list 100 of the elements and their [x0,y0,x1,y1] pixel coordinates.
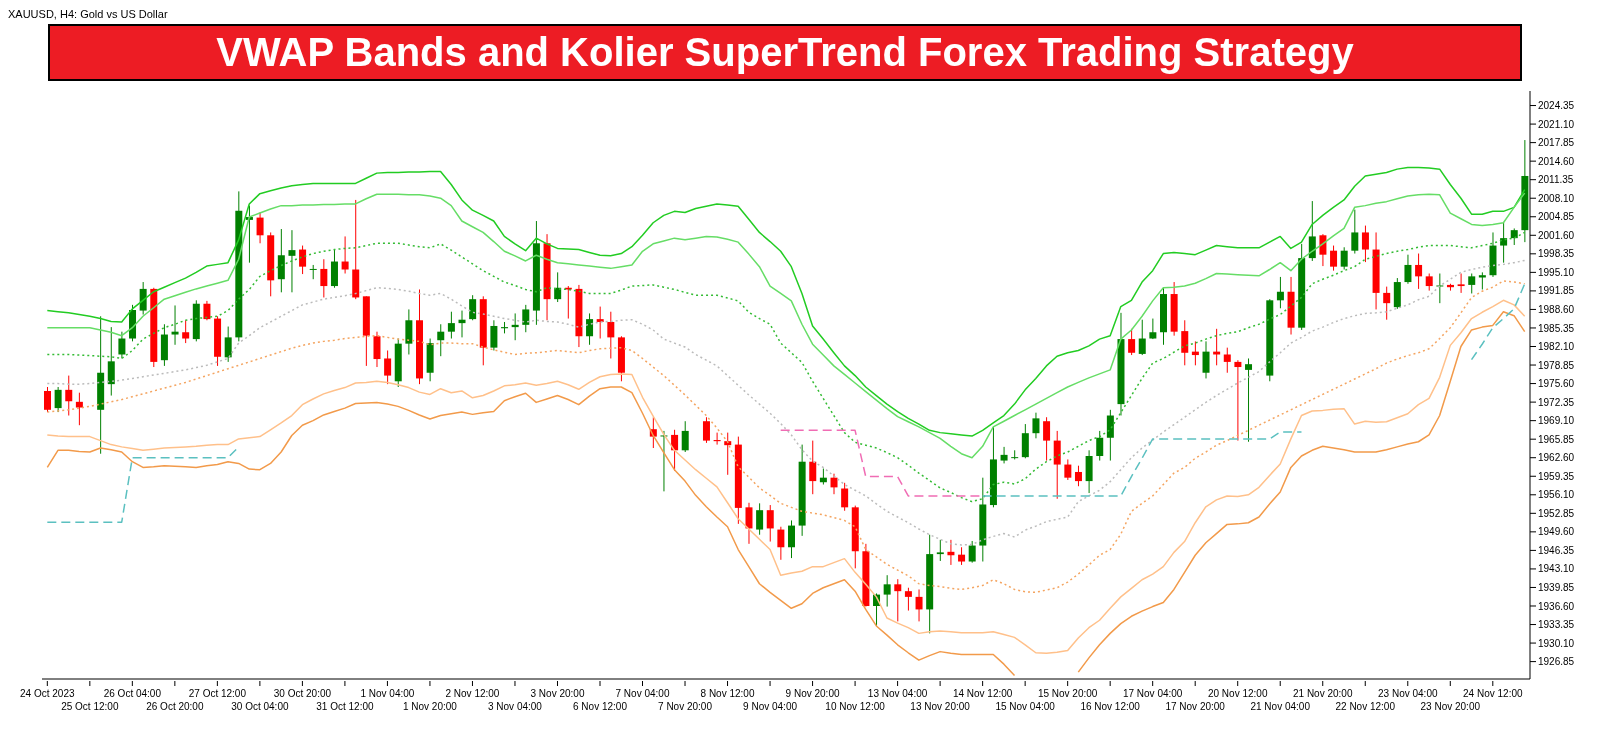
x-tick-label: 23 Nov 04:00 [1378,688,1438,699]
candlestick [1032,412,1040,439]
candlestick [1181,319,1189,366]
y-tick-label: 1978.85 [1538,359,1575,371]
candlestick [341,235,349,274]
y-tick-label: 1972.35 [1538,396,1575,408]
candlestick [1053,430,1061,500]
x-tick-label: 17 Nov 20:00 [1165,701,1226,712]
x-tick-label: 21 Nov 20:00 [1292,688,1353,699]
candlestick [1223,347,1231,374]
candlestick [904,587,912,612]
candlestick [1074,465,1082,487]
candlestick [447,311,455,340]
y-tick-label: 1975.60 [1538,378,1575,390]
candlestick [1330,245,1338,272]
chart-subtitle: XAUUSD, H4: Gold vs US Dollar [8,8,169,22]
x-tick-label: 9 Nov 20:00 [785,688,840,699]
x-tick-label: 13 Nov 20:00 [910,701,971,712]
x-tick-label: 3 Nov 20:00 [530,688,585,699]
x-tick-label: 24 Nov 12:00 [1463,688,1523,699]
candlestick [1468,273,1476,294]
y-tick-label: 2014.60 [1538,155,1575,167]
candlestick [1245,357,1253,443]
x-tick-label: 6 Nov 12:00 [573,701,628,712]
x-tick-label: 26 Oct 20:00 [146,701,204,712]
candlestick [320,258,328,298]
candlestick [522,304,530,333]
y-tick-label: 1949.60 [1538,526,1575,538]
candlestick [309,264,317,280]
candlestick [586,312,594,346]
candlestick [384,350,392,385]
candlestick [256,211,264,244]
candlestick [1415,253,1423,290]
y-tick-label: 1959.35 [1538,470,1575,482]
x-tick-label: 24 Oct 2023 [20,688,75,699]
candlestick [1106,409,1114,462]
y-tick-label: 2011.35 [1538,174,1574,186]
x-tick-label: 30 Oct 04:00 [231,701,289,712]
candlestick [1000,446,1008,464]
candlestick [224,326,232,363]
candlestick [490,319,498,351]
candlestick [277,228,285,293]
candlestick [968,540,976,564]
candlestick [65,375,73,417]
candlestick [1276,276,1284,309]
candlestick [1436,273,1444,304]
y-tick-label: 2004.85 [1538,211,1575,223]
x-tick-label: 30 Oct 20:00 [273,688,332,699]
x-tick-label: 31 Oct 12:00 [316,701,374,712]
candlestick [437,323,445,357]
y-tick-label: 1965.85 [1538,433,1575,445]
x-tick-label: 14 Nov 12:00 [952,688,1013,699]
x-tick-label: 17 Nov 04:00 [1122,688,1183,699]
candlestick [405,308,413,355]
x-tick-label: 2 Nov 12:00 [445,688,500,699]
chart-title: VWAP Bands and Kolier SuperTrend Forex Trading Strategy [48,24,1522,81]
candlestick [1021,423,1029,459]
candlestick [1319,233,1327,267]
x-tick-label: 20 Nov 12:00 [1207,688,1268,699]
candlestick [1500,222,1508,264]
y-tick-label: 2024.35 [1538,100,1575,112]
candlestick [203,300,211,321]
x-tick-label: 25 Oct 12:00 [61,701,119,712]
x-tick-label: 1 Nov 04:00 [360,688,415,699]
candlestick [766,504,774,543]
x-tick-label: 15 Nov 04:00 [995,701,1056,712]
y-tick-label: 1939.85 [1538,582,1575,594]
candlestick [373,331,381,368]
y-tick-label: 1926.85 [1538,656,1575,668]
candlestick [702,416,710,444]
candlestick [596,306,604,340]
candlestick [1234,359,1242,442]
candlestick [288,229,296,293]
y-tick-label: 2008.10 [1538,192,1575,204]
y-tick-label: 1956.10 [1538,489,1575,501]
x-tick-label: 1 Nov 20:00 [402,701,458,712]
x-tick-label: 7 Nov 04:00 [615,688,670,699]
candlestick [1128,328,1136,356]
candlestick [1064,458,1072,481]
candlestick [1308,200,1316,262]
y-tick-label: 1962.60 [1538,452,1575,464]
candlestick [1340,246,1348,271]
y-tick-label: 1930.10 [1538,637,1575,649]
x-tick-label: 3 Nov 04:00 [488,701,543,712]
y-tick-label: 1943.10 [1538,563,1575,575]
candlestick [777,526,785,561]
x-tick-label: 23 Nov 20:00 [1420,701,1481,712]
candlestick [1138,319,1146,356]
candlestick [809,440,817,495]
candlestick [681,420,689,453]
candlestick [1096,430,1104,462]
candlestick [75,392,83,426]
x-tick-label: 13 Nov 04:00 [867,688,928,699]
candlestick [894,578,902,622]
x-tick-label: 10 Nov 12:00 [825,701,886,712]
candlestick [139,281,147,316]
candlestick [1404,254,1412,285]
candlestick [788,519,795,559]
x-tick-label: 9 Nov 04:00 [743,701,798,712]
candlestick [1202,340,1210,379]
